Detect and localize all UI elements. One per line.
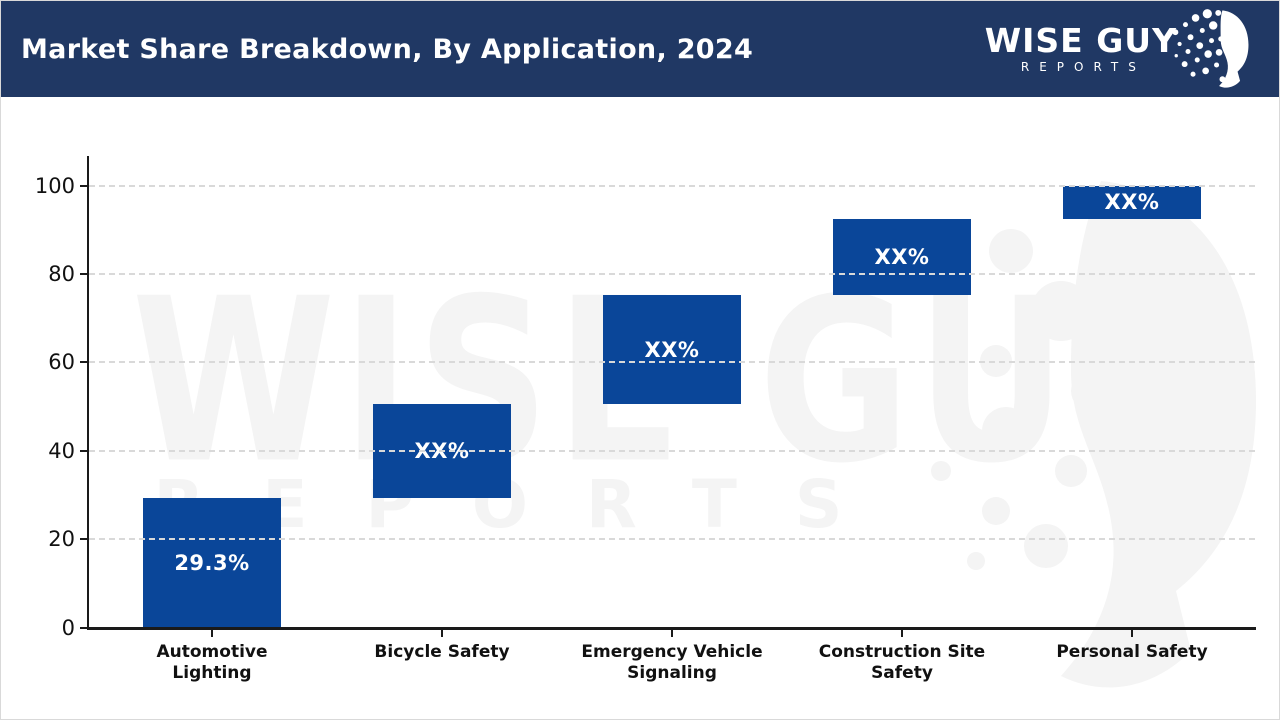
x-category-label: Automotive Lighting — [156, 641, 268, 683]
header-bar: Market Share Breakdown, By Application, … — [1, 1, 1279, 97]
bar: XX% — [833, 218, 971, 296]
y-tick-mark — [80, 626, 87, 629]
x-category-label: Construction Site Safety — [818, 641, 986, 683]
page-title: Market Share Breakdown, By Application, … — [21, 33, 754, 65]
y-tick-mark — [80, 361, 87, 364]
y-tick-label: 60 — [48, 350, 75, 375]
y-axis — [87, 155, 89, 629]
y-tick-mark — [80, 538, 87, 541]
y-tick-label: 100 — [34, 173, 75, 198]
bar-value-label: 29.3% — [174, 550, 250, 575]
gridline — [89, 449, 1255, 452]
x-tick-mark — [211, 629, 213, 637]
bar: XX% — [603, 295, 741, 404]
x-category-label: Bicycle Safety — [374, 641, 510, 662]
gridline — [89, 361, 1255, 364]
bar-value-label: XX% — [1104, 190, 1160, 215]
x-tick-mark — [671, 629, 673, 637]
logo-subtitle: REPORTS — [1020, 60, 1146, 74]
y-tick-mark — [80, 184, 87, 187]
x-category-label: Personal Safety — [1056, 641, 1208, 662]
y-tick-label: 0 — [61, 615, 75, 640]
wiseguy-logo: WISE GUY REPORTS — [985, 7, 1255, 91]
x-category-label: Emergency Vehicle Signaling — [581, 641, 763, 683]
gridline — [89, 273, 1255, 276]
x-tick-mark — [1131, 629, 1133, 637]
gridline — [89, 538, 1255, 541]
bar-value-label: XX% — [644, 337, 700, 362]
x-axis — [87, 626, 1256, 630]
gridline — [89, 184, 1255, 187]
bar-value-label: XX% — [874, 245, 930, 270]
y-tick-mark — [80, 273, 87, 276]
x-tick-mark — [441, 629, 443, 637]
y-tick-label: 40 — [48, 438, 75, 463]
y-tick-mark — [80, 449, 87, 452]
bar: 29.3% — [143, 498, 281, 628]
logo-face-icon — [1172, 9, 1249, 88]
x-tick-mark — [901, 629, 903, 637]
y-tick-label: 20 — [48, 527, 75, 552]
logo-wordmark: WISE GUY — [984, 21, 1177, 60]
y-tick-label: 80 — [48, 262, 75, 287]
logo-text: WISE GUY REPORTS — [985, 24, 1177, 74]
bar: XX% — [1063, 185, 1201, 219]
